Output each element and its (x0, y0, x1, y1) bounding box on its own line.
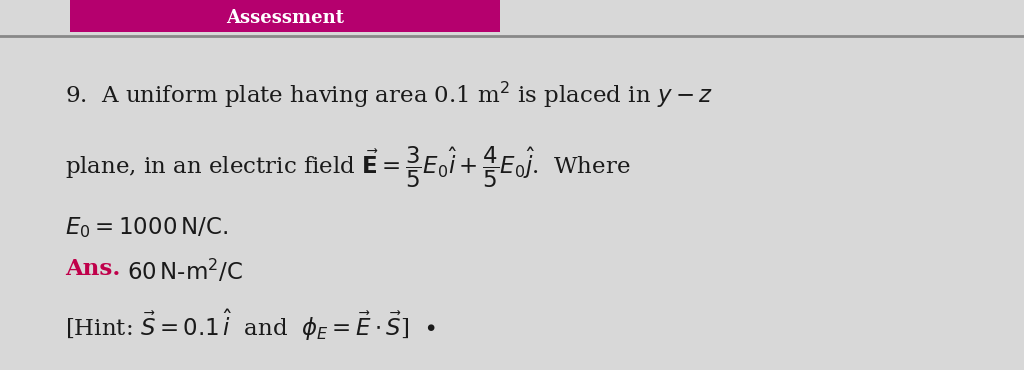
Text: $E_0=1000\,\mathrm{N/C}.$: $E_0=1000\,\mathrm{N/C}.$ (65, 215, 228, 240)
Text: Assessment: Assessment (226, 9, 344, 27)
Text: Ans.: Ans. (65, 258, 121, 280)
FancyBboxPatch shape (70, 0, 500, 32)
Text: plane, in an electric field $\vec{\mathbf{E}}=\dfrac{3}{5}E_0\hat{i}+\dfrac{4}{5: plane, in an electric field $\vec{\mathb… (65, 145, 631, 190)
Text: $60\,\mathrm{N\text{-}m^2/C}$: $60\,\mathrm{N\text{-}m^2/C}$ (127, 258, 243, 285)
Text: 9.  A uniform plate having area 0.1 m$^2$ is placed in $y-z$: 9. A uniform plate having area 0.1 m$^2$… (65, 80, 713, 110)
Text: [Hint: $\vec{S}=0.1\,\hat{i}$  and  $\phi_E=\vec{E}\cdot\vec{S}$]  $\bullet$: [Hint: $\vec{S}=0.1\,\hat{i}$ and $\phi_… (65, 308, 436, 343)
